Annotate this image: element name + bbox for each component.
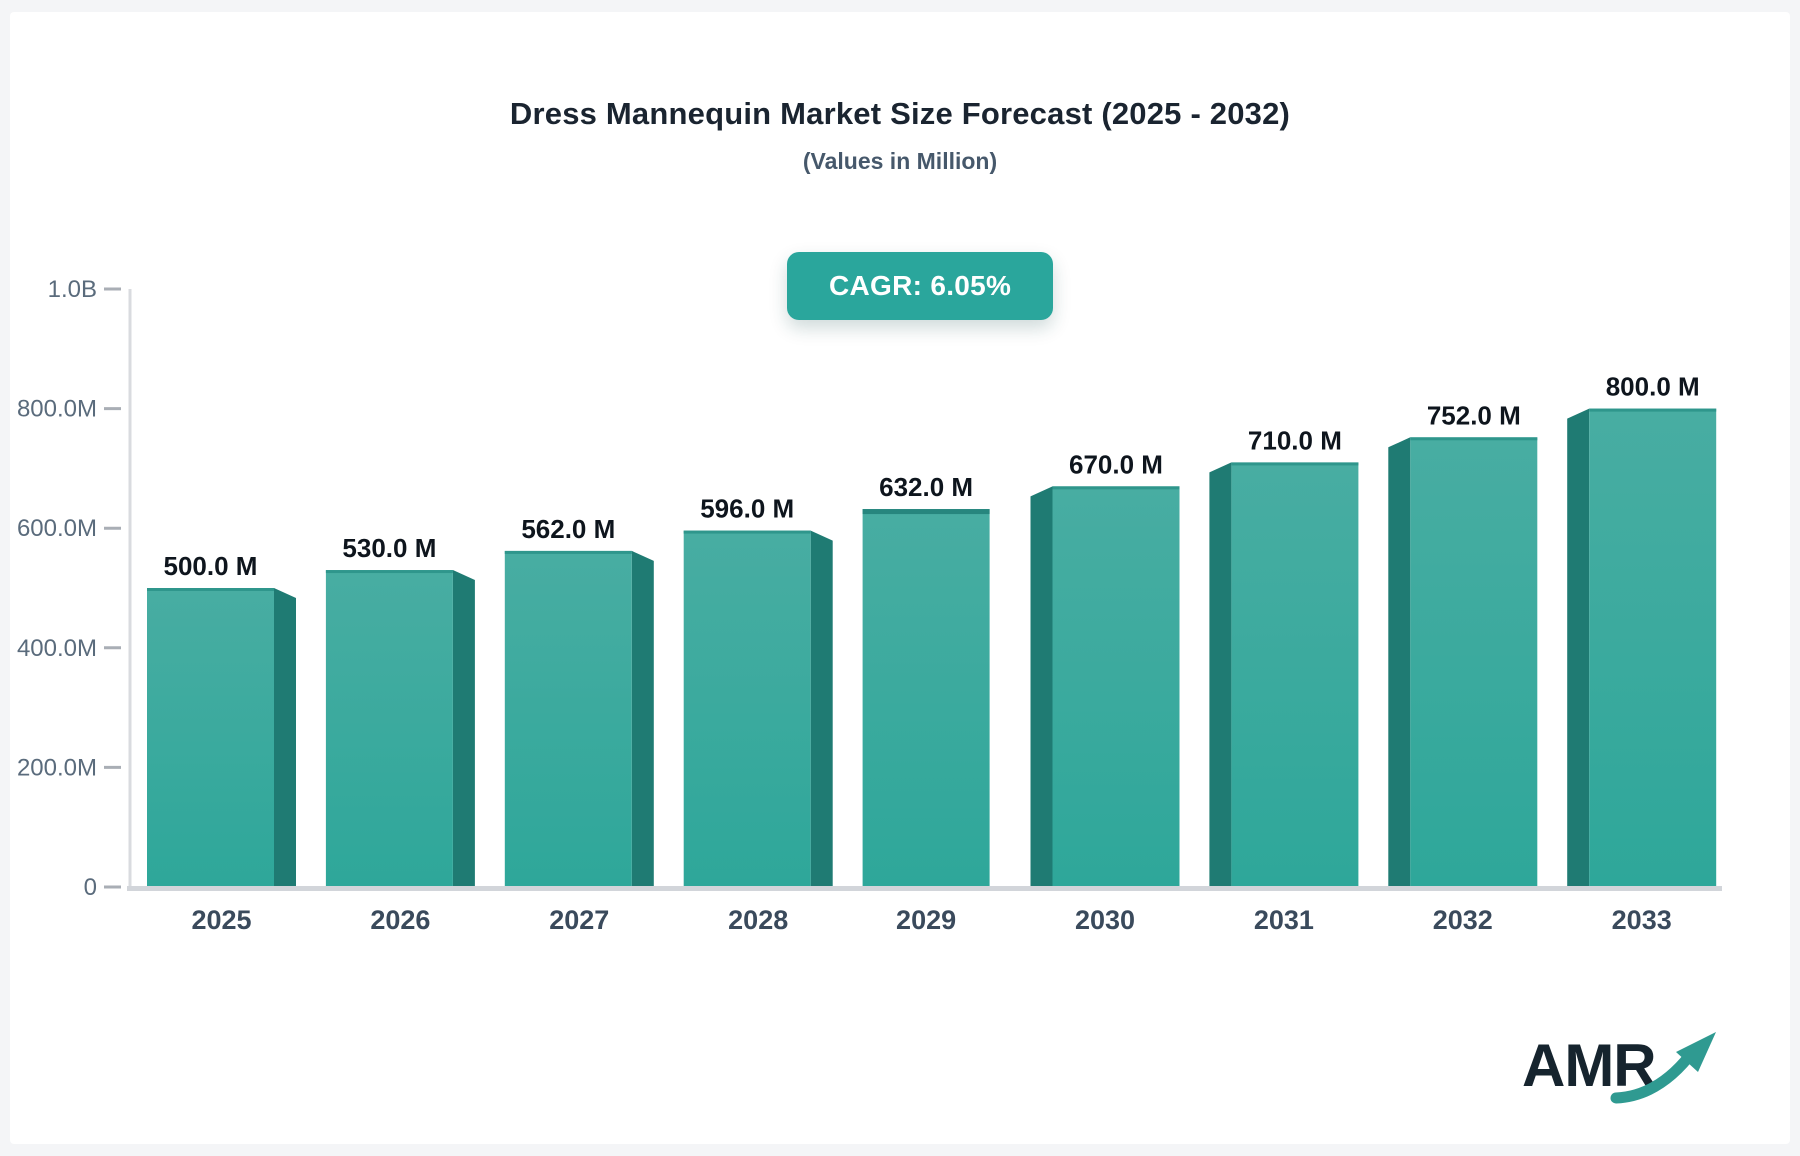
bar-top-edge <box>683 530 811 534</box>
bar-top-edge <box>862 509 990 515</box>
bar-front-face <box>1410 437 1538 887</box>
bar-side-face <box>1030 486 1053 887</box>
growth-arrow-icon <box>1610 1032 1716 1104</box>
bar-side-face <box>1567 408 1590 887</box>
y-tick-label: 800.0M <box>17 396 97 423</box>
bar-2030: 670.0 M 2030 <box>1030 449 1180 935</box>
bar-front-face <box>147 588 274 887</box>
bar-2029: 632.0 M 2029 <box>862 472 990 935</box>
bar-2025: 500.0 M 2025 <box>147 551 296 935</box>
chart-title: Dress Mannequin Market Size Forecast (20… <box>509 96 1291 131</box>
bar-side-face <box>810 530 833 887</box>
bar-front-face <box>325 570 453 887</box>
bar-front-face <box>504 550 632 887</box>
bar-2026: 530.0 M 2026 <box>325 533 475 935</box>
bar-2032: 752.0 M 2032 <box>1388 400 1538 935</box>
x-axis-category-label: 2031 <box>1254 905 1314 935</box>
bar-top-edge <box>1052 486 1180 490</box>
x-axis-category-label: 2029 <box>896 905 956 935</box>
bar-side-face <box>631 550 654 887</box>
bar-side-face <box>1209 462 1232 887</box>
x-axis-category-label: 2027 <box>549 905 609 935</box>
bar-value-label: 670.0 M <box>1069 449 1163 479</box>
x-axis-category-label: 2030 <box>1075 905 1135 935</box>
bar-front-face <box>683 530 811 887</box>
bar-top-edge <box>1410 437 1538 441</box>
bar-front-face <box>1052 486 1180 887</box>
chart-subtitle: (Values in Million) <box>802 148 998 174</box>
cagr-badge: CAGR: 6.05% <box>787 252 1054 320</box>
bar-side-face <box>452 570 475 887</box>
x-axis-category-label: 2025 <box>191 905 251 935</box>
amr-logo-text: AMR <box>1522 1032 1657 1099</box>
bar-top-edge <box>1231 462 1359 466</box>
bar-top-edge <box>325 570 453 574</box>
bar-2027: 562.0 M 2027 <box>504 514 654 935</box>
bar-value-label: 596.0 M <box>700 494 794 524</box>
bar-value-label: 562.0 M <box>521 514 615 544</box>
bar-side-face <box>274 588 296 887</box>
y-tick-label: 400.0M <box>17 635 97 662</box>
bar-value-label: 500.0 M <box>164 551 258 581</box>
bar-value-label: 710.0 M <box>1248 425 1342 455</box>
cagr-badge-label: CAGR: 6.05% <box>829 270 1012 301</box>
bar-value-label: 800.0 M <box>1606 372 1700 402</box>
y-tick-label: 1.0B <box>48 276 97 303</box>
bar-side-face <box>1388 437 1411 887</box>
y-tick-label: 0 <box>84 874 97 901</box>
y-tick-label: 200.0M <box>17 754 97 781</box>
amr-logo: AMR <box>1522 1030 1732 1116</box>
x-axis-category-label: 2028 <box>728 905 788 935</box>
bar-front-face <box>1589 408 1717 887</box>
x-axis-category-label: 2033 <box>1612 905 1672 935</box>
bar-2031: 710.0 M 2031 <box>1209 425 1359 935</box>
bar-2033: 800.0 M 2033 <box>1567 372 1717 935</box>
bar-2028: 596.0 M 2028 <box>683 494 833 935</box>
y-tick-label: 600.0M <box>17 515 97 542</box>
bar-front-face <box>1231 462 1359 887</box>
bar-top-edge <box>1589 408 1717 412</box>
bar-value-label: 632.0 M <box>879 472 973 502</box>
x-axis-category-label: 2032 <box>1433 905 1493 935</box>
bar-front-face <box>862 509 990 887</box>
bar-top-edge <box>504 550 632 554</box>
bar-value-label: 530.0 M <box>342 533 436 563</box>
bar-top-edge <box>147 588 274 591</box>
bar-value-label: 752.0 M <box>1427 400 1521 430</box>
x-axis-category-label: 2026 <box>370 905 430 935</box>
